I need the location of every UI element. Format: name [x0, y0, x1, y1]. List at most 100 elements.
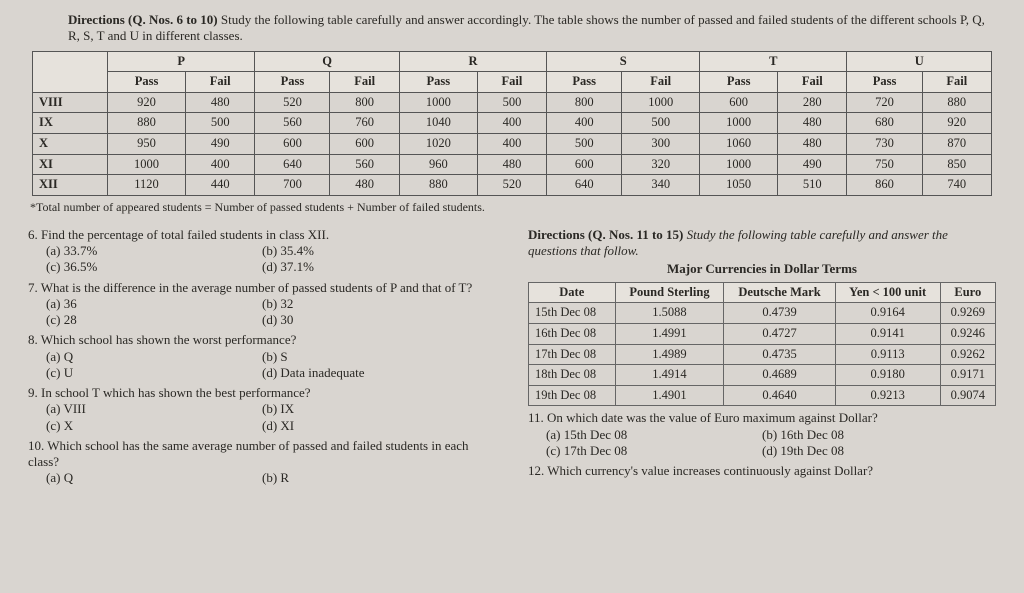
cell: 1000	[108, 154, 186, 175]
q7-text: What is the difference in the average nu…	[41, 280, 473, 295]
subhead-pass: Pass	[255, 72, 330, 93]
cur-head: Pound Sterling	[615, 282, 724, 303]
cur-val: 1.4914	[615, 365, 724, 386]
cur-head: Euro	[940, 282, 995, 303]
cur-val: 0.9171	[940, 365, 995, 386]
row-label: XI	[33, 154, 108, 175]
cell: 880	[108, 113, 186, 134]
cell: 880	[922, 92, 991, 113]
cell: 800	[547, 92, 622, 113]
cell: 480	[477, 154, 546, 175]
directions-11-15: Directions (Q. Nos. 11 to 15) Study the …	[528, 227, 996, 260]
cell: 1000	[622, 92, 700, 113]
cell: 860	[847, 175, 922, 196]
cell: 560	[330, 154, 399, 175]
cell: 920	[108, 92, 186, 113]
cur-val: 1.5088	[615, 303, 724, 324]
subhead-pass: Pass	[108, 72, 186, 93]
cur-val: 0.9269	[940, 303, 995, 324]
q10-opt-b: (b) R	[262, 470, 478, 486]
subhead-pass: Pass	[700, 72, 778, 93]
cell: 700	[255, 175, 330, 196]
cell: 870	[922, 134, 991, 155]
school-Q: Q	[255, 51, 399, 72]
table-footnote: *Total number of appeared students = Num…	[30, 200, 996, 215]
cell: 800	[330, 92, 399, 113]
q9-opt-c: (c) X	[46, 418, 262, 434]
cell: 600	[547, 154, 622, 175]
cell: 560	[255, 113, 330, 134]
q6-text: Find the percentage of total failed stud…	[41, 227, 329, 242]
subhead-fail: Fail	[186, 72, 255, 93]
cell: 500	[622, 113, 700, 134]
cell: 730	[847, 134, 922, 155]
q11: 11. On which date was the value of Euro …	[528, 410, 996, 459]
cell: 640	[255, 154, 330, 175]
row-label: IX	[33, 113, 108, 134]
cell: 1000	[399, 92, 477, 113]
cell: 950	[108, 134, 186, 155]
q7: 7. What is the difference in the average…	[28, 280, 496, 329]
cell: 300	[622, 134, 700, 155]
q7-opt-b: (b) 32	[262, 296, 478, 312]
q9-opt-b: (b) IX	[262, 401, 478, 417]
cell: 880	[399, 175, 477, 196]
cell: 1060	[700, 134, 778, 155]
cell: 600	[330, 134, 399, 155]
cell: 480	[778, 113, 847, 134]
cell: 520	[255, 92, 330, 113]
cell: 1020	[399, 134, 477, 155]
school-T: T	[700, 51, 847, 72]
cell: 600	[255, 134, 330, 155]
cur-val: 0.9246	[940, 323, 995, 344]
cell: 440	[186, 175, 255, 196]
currency-title: Major Currencies in Dollar Terms	[528, 261, 996, 277]
cur-val: 0.9164	[835, 303, 940, 324]
q8: 8. Which school has shown the worst perf…	[28, 332, 496, 381]
cur-val: 1.4991	[615, 323, 724, 344]
q7-opt-a: (a) 36	[46, 296, 262, 312]
cur-val: 0.9262	[940, 344, 995, 365]
cur-date: 18th Dec 08	[529, 365, 616, 386]
cur-date: 17th Dec 08	[529, 344, 616, 365]
q10: 10. Which school has the same average nu…	[28, 438, 496, 487]
cur-val: 0.4739	[724, 303, 835, 324]
q11-opt-d: (d) 19th Dec 08	[762, 443, 978, 459]
cur-head: Deutsche Mark	[724, 282, 835, 303]
directions-6-10: Directions (Q. Nos. 6 to 10) Study the f…	[68, 12, 988, 45]
q8-opt-a: (a) Q	[46, 349, 262, 365]
q6-opt-c: (c) 36.5%	[46, 259, 262, 275]
cell: 500	[477, 92, 546, 113]
cell: 750	[847, 154, 922, 175]
cell: 480	[330, 175, 399, 196]
cell: 400	[547, 113, 622, 134]
school-R: R	[399, 51, 546, 72]
subhead-pass: Pass	[847, 72, 922, 93]
cur-val: 0.4727	[724, 323, 835, 344]
cell: 960	[399, 154, 477, 175]
cell: 400	[477, 134, 546, 155]
blank-head	[33, 51, 108, 92]
cur-val: 1.4901	[615, 385, 724, 406]
cell: 490	[778, 154, 847, 175]
q6-opt-b: (b) 35.4%	[262, 243, 478, 259]
q12: 12. Which currency's value increases con…	[528, 463, 996, 479]
cell: 850	[922, 154, 991, 175]
cell: 520	[477, 175, 546, 196]
q7-opt-d: (d) 30	[262, 312, 478, 328]
q6-opt-a: (a) 33.7%	[46, 243, 262, 259]
cur-val: 0.4735	[724, 344, 835, 365]
subhead-fail: Fail	[778, 72, 847, 93]
cell: 680	[847, 113, 922, 134]
question-columns: 6. Find the percentage of total failed s…	[28, 223, 996, 489]
cur-head: Yen < 100 unit	[835, 282, 940, 303]
q9: 9. In school T which has shown the best …	[28, 385, 496, 434]
cur-val: 0.9141	[835, 323, 940, 344]
row-label: XII	[33, 175, 108, 196]
school-P: P	[108, 51, 255, 72]
cur-val: 0.4689	[724, 365, 835, 386]
cell: 1120	[108, 175, 186, 196]
q10-text: Which school has the same average number…	[28, 438, 469, 469]
school-U: U	[847, 51, 992, 72]
cur-val: 0.9213	[835, 385, 940, 406]
